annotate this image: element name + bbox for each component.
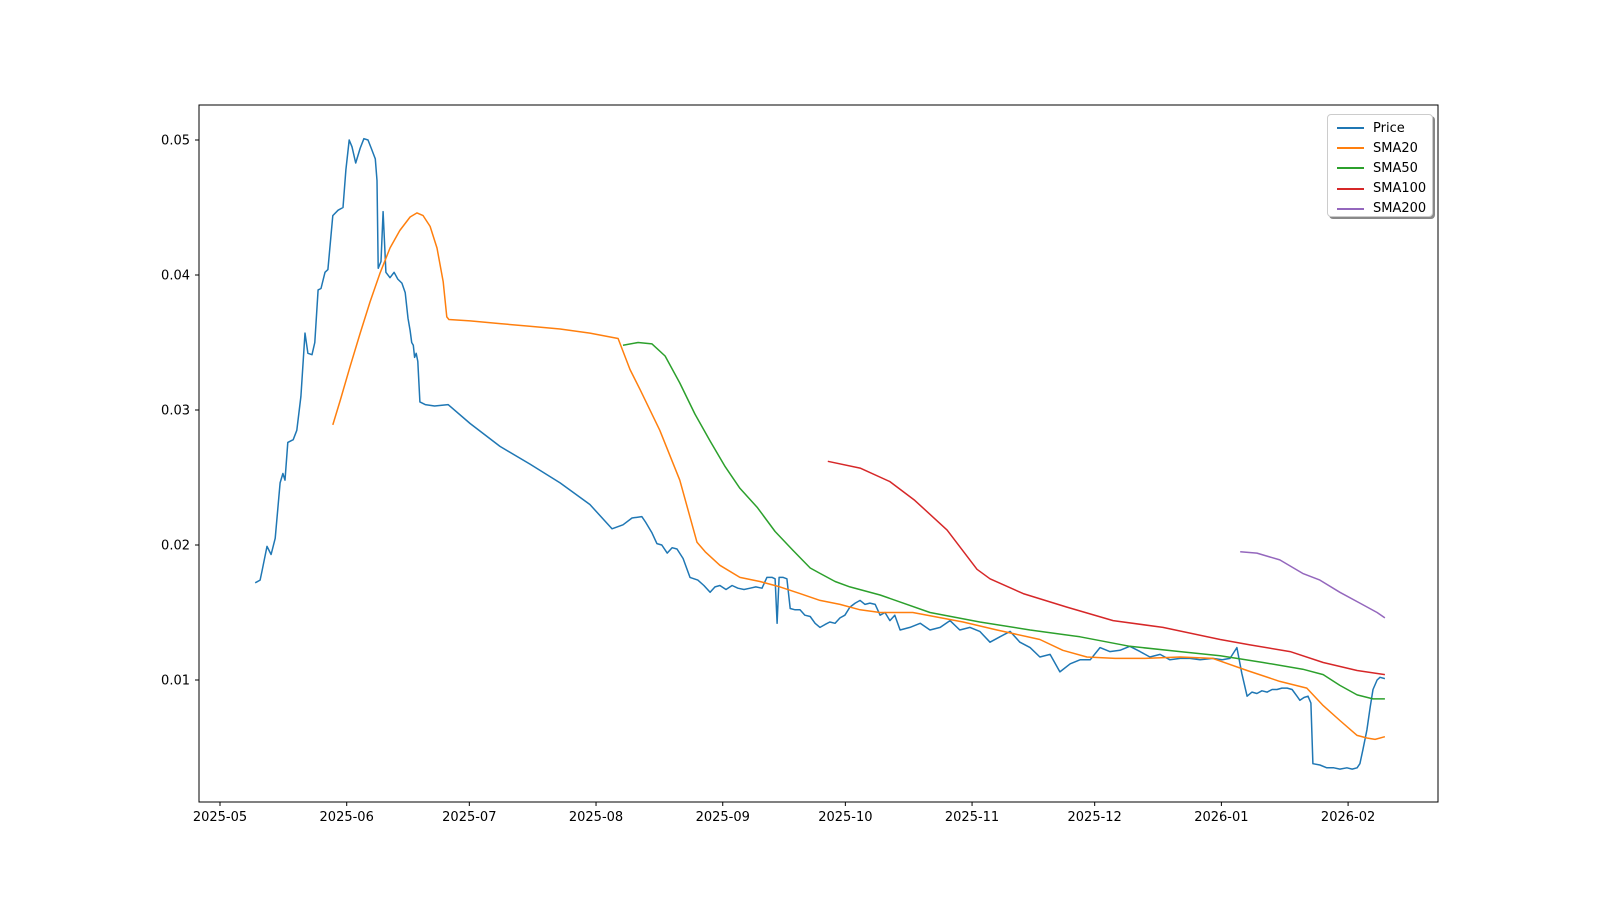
x-tick-label-2025-10: 2025-10 <box>818 810 872 825</box>
legend-entry-sma50: SMA50 <box>1337 158 1424 178</box>
legend-label-price: Price <box>1373 120 1405 136</box>
y-tick-label-0.01: 0.01 <box>161 674 190 689</box>
series-line-sma50 <box>622 341 1385 700</box>
legend-entry-sma20: SMA20 <box>1337 138 1424 158</box>
y-tick-label-0.03: 0.03 <box>161 404 190 419</box>
legend-label-sma50: SMA50 <box>1373 160 1418 176</box>
y-tick-label-0.05: 0.05 <box>161 134 190 149</box>
legend-swatch-sma100-icon <box>1337 187 1364 190</box>
x-tick-label-2025-05: 2025-05 <box>193 810 247 825</box>
x-tick-label-2025-06: 2025-06 <box>320 810 374 825</box>
series-line-price <box>254 137 1386 770</box>
legend-label-sma100: SMA100 <box>1373 181 1427 197</box>
legend: Price SMA20 SMA50 SMA100 SMA200 <box>1327 114 1433 217</box>
x-tick-label-2026-02: 2026-02 <box>1321 810 1375 825</box>
x-tick-label-2025-09: 2025-09 <box>696 810 750 825</box>
legend-entry-sma100: SMA100 <box>1337 179 1427 199</box>
legend-swatch-sma50-icon <box>1337 167 1364 170</box>
series-line-sma200 <box>1240 551 1386 619</box>
y-tick-label-0.04: 0.04 <box>161 269 190 284</box>
legend-swatch-sma20-icon <box>1337 147 1364 150</box>
x-tick-label-2025-12: 2025-12 <box>1068 810 1122 825</box>
legend-label-sma20: SMA20 <box>1373 140 1418 156</box>
x-tick-label-2025-08: 2025-08 <box>569 810 623 825</box>
plot-border <box>198 104 1439 803</box>
x-tick-label-2025-07: 2025-07 <box>442 810 496 825</box>
legend-swatch-price-icon <box>1337 127 1364 130</box>
x-tick-label-2025-11: 2025-11 <box>945 810 999 825</box>
legend-entry-price: Price <box>1337 118 1424 138</box>
legend-swatch-sma200-icon <box>1337 207 1364 210</box>
x-tick-label-2026-01: 2026-01 <box>1194 810 1248 825</box>
y-tick-label-0.02: 0.02 <box>161 539 190 554</box>
legend-entry-sma200: SMA200 <box>1337 199 1427 219</box>
series-line-sma100 <box>827 460 1386 676</box>
series-line-sma20 <box>332 212 1386 741</box>
legend-label-sma200: SMA200 <box>1373 201 1427 217</box>
